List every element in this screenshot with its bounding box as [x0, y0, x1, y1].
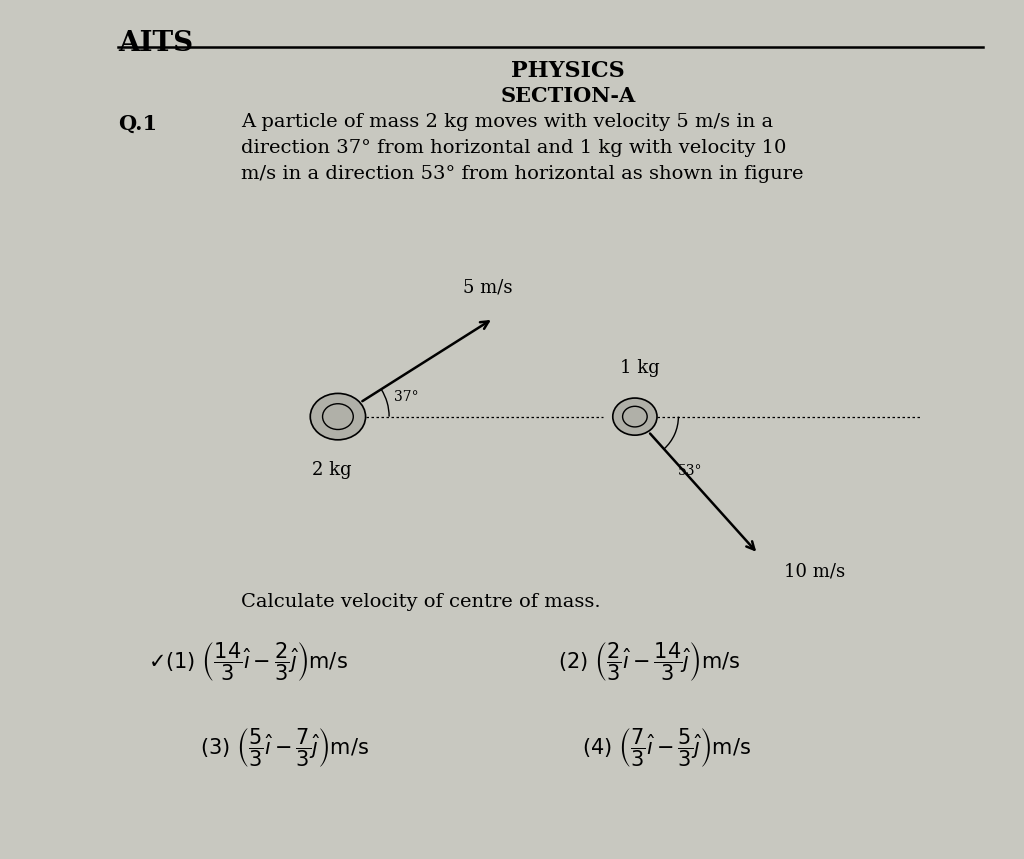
Text: Calculate velocity of centre of mass.: Calculate velocity of centre of mass.: [241, 593, 600, 611]
Text: $(3)\ \left(\dfrac{5}{3}\hat{\imath}-\dfrac{7}{3}\hat{\jmath}\right)$m/s: $(3)\ \left(\dfrac{5}{3}\hat{\imath}-\df…: [200, 726, 369, 769]
Text: 10 m/s: 10 m/s: [783, 563, 845, 581]
Text: A particle of mass 2 kg moves with velocity 5 m/s in a: A particle of mass 2 kg moves with veloc…: [241, 113, 773, 131]
Text: 53°: 53°: [678, 464, 702, 478]
Text: 37°: 37°: [394, 390, 419, 404]
Text: 2 kg: 2 kg: [312, 461, 352, 479]
Text: Q.1: Q.1: [118, 113, 157, 133]
Text: AITS: AITS: [118, 30, 193, 57]
Text: direction 37° from horizontal and 1 kg with velocity 10: direction 37° from horizontal and 1 kg w…: [241, 139, 786, 157]
Text: m/s in a direction 53° from horizontal as shown in figure: m/s in a direction 53° from horizontal a…: [241, 165, 803, 183]
Text: $(4)\ \left(\dfrac{7}{3}\hat{\imath}-\dfrac{5}{3}\hat{\jmath}\right)$m/s: $(4)\ \left(\dfrac{7}{3}\hat{\imath}-\df…: [582, 726, 751, 769]
Text: 1 kg: 1 kg: [620, 358, 659, 376]
Text: PHYSICS: PHYSICS: [511, 60, 626, 82]
Text: SECTION-A: SECTION-A: [501, 86, 636, 106]
Text: $(2)\ \left(\dfrac{2}{3}\hat{\imath}-\dfrac{14}{3}\hat{\jmath}\right)$m/s: $(2)\ \left(\dfrac{2}{3}\hat{\imath}-\df…: [558, 640, 740, 683]
Text: 5 m/s: 5 m/s: [464, 279, 513, 297]
Circle shape: [612, 398, 657, 436]
Circle shape: [310, 393, 366, 440]
Text: $\checkmark$$(1)\ \left(\dfrac{14}{3}\hat{\imath}-\dfrac{2}{3}\hat{\jmath}\right: $\checkmark$$(1)\ \left(\dfrac{14}{3}\ha…: [148, 640, 348, 683]
